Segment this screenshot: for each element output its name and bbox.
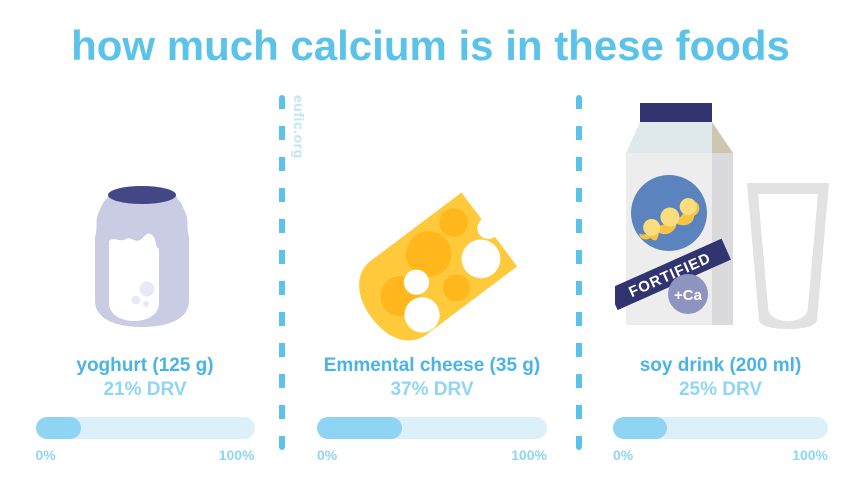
svg-text:+Ca: +Ca: [674, 287, 703, 304]
